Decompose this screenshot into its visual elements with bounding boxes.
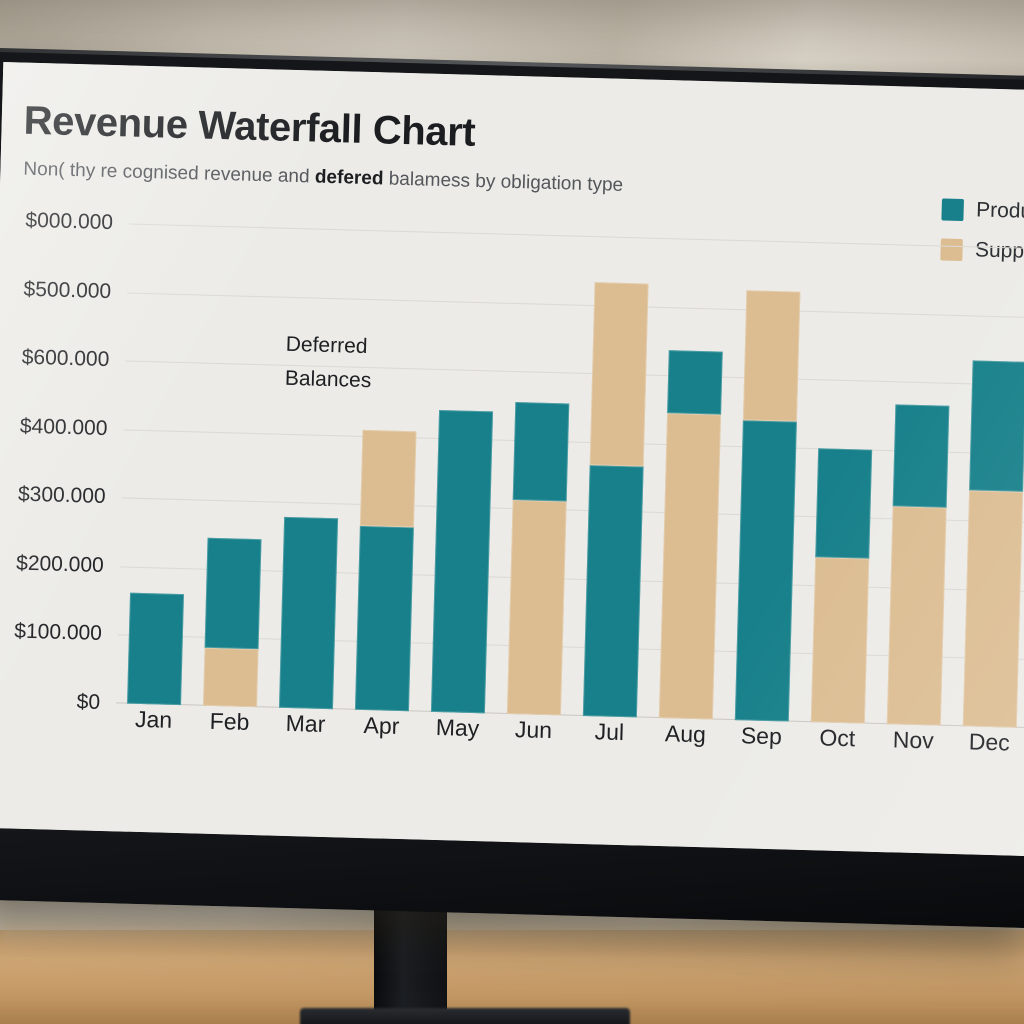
y-axis-tick-label: $600.000 — [21, 345, 110, 372]
y-axis-tick-label: $200.000 — [15, 551, 105, 577]
legend-swatch-icon — [941, 198, 965, 222]
computer-monitor: Revenue Waterfall Chart Non( thy re cogn… — [0, 47, 1024, 929]
support-segment — [658, 412, 722, 720]
legend-item-product[interactable]: Product — [941, 198, 1024, 225]
deferred-balances-annotation: Deferred Balances — [284, 328, 372, 397]
bar-dec[interactable] — [962, 360, 1024, 728]
monitor-stand-neck — [374, 905, 447, 1024]
x-axis-tick-label-feb: Feb — [209, 707, 250, 735]
plot-area — [116, 223, 1024, 729]
x-axis-tick-label-jan: Jan — [134, 705, 173, 733]
x-axis-tick-label-dec: Dec — [968, 728, 1011, 756]
y-axis-tick-label: $500.000 — [23, 277, 112, 303]
x-axis-tick-label-oct: Oct — [819, 724, 856, 752]
support-segment — [962, 490, 1024, 728]
product-segment — [582, 465, 644, 718]
support-segment — [202, 647, 259, 708]
support-segment — [810, 557, 870, 724]
support-segment — [506, 500, 567, 716]
y-axis-labels: $000.000 $500.000 $600.000 $400.000 $300.000… — [0, 209, 121, 714]
x-axis-tick-label-jul: Jul — [594, 718, 625, 746]
y-axis-tick-label: $100.000 — [14, 619, 103, 646]
x-axis-tick-label-sep: Sep — [740, 722, 783, 750]
monitor-screen: Revenue Waterfall Chart Non( thy re cogn… — [0, 62, 1024, 856]
bar-nov[interactable] — [886, 404, 950, 726]
bar-jun[interactable] — [506, 402, 570, 716]
bar-sep[interactable] — [734, 290, 801, 722]
bar-may[interactable] — [430, 410, 494, 714]
x-axis-tick-label-may: May — [435, 714, 480, 742]
annotation-line-2: Balances — [284, 366, 372, 392]
annotation-line-1: Deferred — [285, 332, 368, 359]
product-segment — [892, 404, 950, 508]
desk-blur-overlay — [0, 920, 1024, 950]
chart-subtitle: Non( thy re cognised revenue and defered… — [23, 159, 623, 197]
chart-page: Revenue Waterfall Chart Non( thy re cogn… — [0, 62, 1024, 856]
bar-aug[interactable] — [658, 349, 724, 720]
product-segment — [430, 410, 494, 714]
product-segment — [512, 402, 570, 502]
bar-jan[interactable] — [126, 592, 185, 706]
bar-apr[interactable] — [354, 430, 417, 712]
product-segment — [354, 526, 415, 712]
monitor-stand-base — [300, 1008, 630, 1024]
subtitle-bold-word: defered — [314, 166, 384, 190]
x-axis-tick-label-mar: Mar — [285, 709, 326, 738]
y-axis-tick-label: $0 — [76, 690, 101, 714]
bar-mar[interactable] — [278, 517, 339, 710]
x-axis-tick-label-aug: Aug — [664, 720, 707, 748]
y-axis-tick-label: $400.000 — [19, 414, 108, 440]
product-segment — [666, 349, 724, 415]
wall-shadow-gradient — [0, 0, 1024, 60]
product-segment — [814, 447, 873, 560]
bar-jul[interactable] — [582, 282, 649, 718]
x-axis-tick-label-nov: Nov — [892, 726, 935, 754]
bar-oct[interactable] — [810, 447, 873, 724]
subtitle-suffix: balamess by obligation type — [383, 168, 624, 196]
product-segment — [734, 420, 798, 722]
x-axis-tick-label-jun: Jun — [514, 716, 553, 744]
support-segment — [359, 430, 417, 528]
bar-series-container — [116, 224, 1024, 728]
legend-label: Product — [975, 198, 1024, 224]
bar-feb[interactable] — [202, 537, 262, 708]
support-segment — [742, 290, 801, 423]
product-segment — [278, 517, 339, 710]
chart-title: Revenue Waterfall Chart — [23, 98, 476, 155]
y-axis-tick-label: $300.000 — [17, 482, 106, 509]
product-segment — [126, 592, 185, 706]
y-axis-tick-label: $000.000 — [25, 208, 114, 235]
support-segment — [886, 506, 947, 726]
product-segment — [968, 360, 1024, 492]
subtitle-prefix: Non( thy re cognised revenue and — [23, 158, 316, 188]
product-segment — [204, 537, 262, 649]
x-axis-tick-label-apr: Apr — [363, 712, 400, 740]
support-segment — [589, 282, 649, 467]
